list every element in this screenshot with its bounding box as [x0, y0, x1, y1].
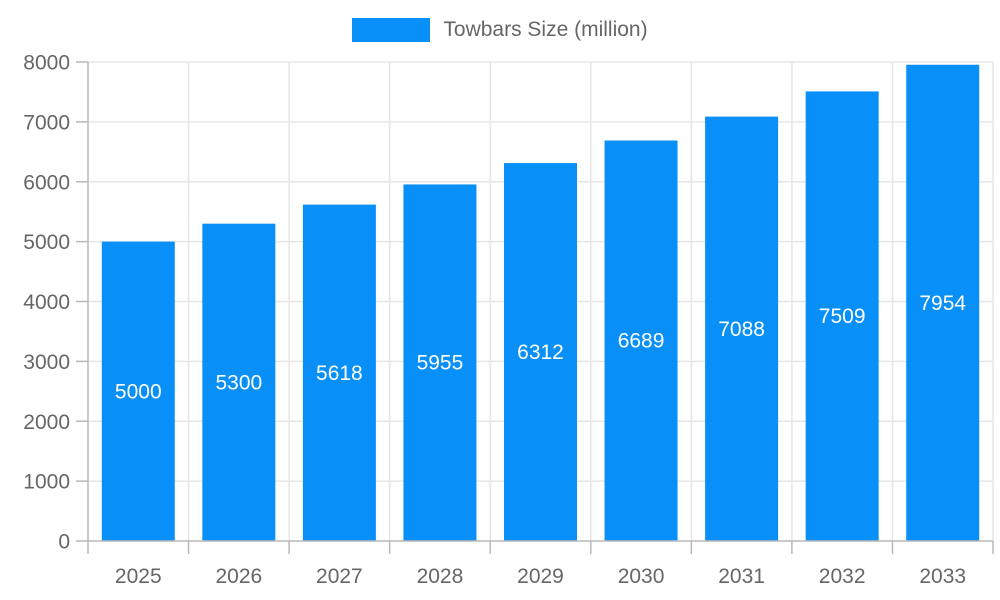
y-tick-label: 8000	[23, 52, 70, 75]
x-tick-label: 2031	[718, 565, 765, 588]
y-tick-label: 3000	[23, 351, 70, 374]
y-tick-label: 1000	[23, 471, 70, 494]
legend-swatch	[352, 18, 431, 42]
bar-2028[interactable]	[403, 184, 477, 541]
bar-2032[interactable]	[805, 91, 879, 542]
bar-value-label: 5618	[316, 362, 363, 385]
bar-2027[interactable]	[302, 204, 376, 541]
x-tick-label: 2028	[417, 565, 464, 588]
x-tick-label: 2029	[517, 565, 564, 588]
y-tick-label: 2000	[23, 411, 70, 434]
bar-2030[interactable]	[604, 140, 678, 541]
x-tick-label: 2030	[618, 565, 665, 588]
y-tick-label: 4000	[23, 291, 70, 314]
y-tick-label: 6000	[23, 171, 70, 194]
x-tick-label: 2033	[919, 565, 966, 588]
bar-value-label: 6689	[618, 330, 665, 353]
bar-value-label: 7088	[718, 318, 765, 341]
bar-value-label: 5000	[115, 380, 162, 403]
bar-value-label: 7954	[919, 292, 966, 315]
bar-value-label: 5955	[417, 352, 464, 375]
x-tick-label: 2026	[215, 565, 262, 588]
bar-2026[interactable]	[202, 223, 276, 541]
bar-value-label: 5300	[215, 371, 262, 394]
legend-label: Towbars Size (million)	[443, 18, 648, 41]
bar-value-label: 6312	[517, 341, 564, 364]
x-tick-label: 2032	[819, 565, 866, 588]
bar-2031[interactable]	[705, 116, 779, 541]
y-tick-label: 7000	[23, 111, 70, 134]
bar-value-label: 7509	[819, 305, 866, 328]
bar-2033[interactable]	[906, 64, 980, 542]
x-tick-label: 2025	[115, 565, 162, 588]
y-tick-label: 5000	[23, 231, 70, 254]
y-tick-label: 0	[58, 531, 70, 554]
bar-2025[interactable]	[101, 241, 175, 541]
x-tick-label: 2027	[316, 565, 363, 588]
legend-item[interactable]: Towbars Size (million)	[0, 18, 1000, 42]
bar-2029[interactable]	[504, 163, 577, 541]
